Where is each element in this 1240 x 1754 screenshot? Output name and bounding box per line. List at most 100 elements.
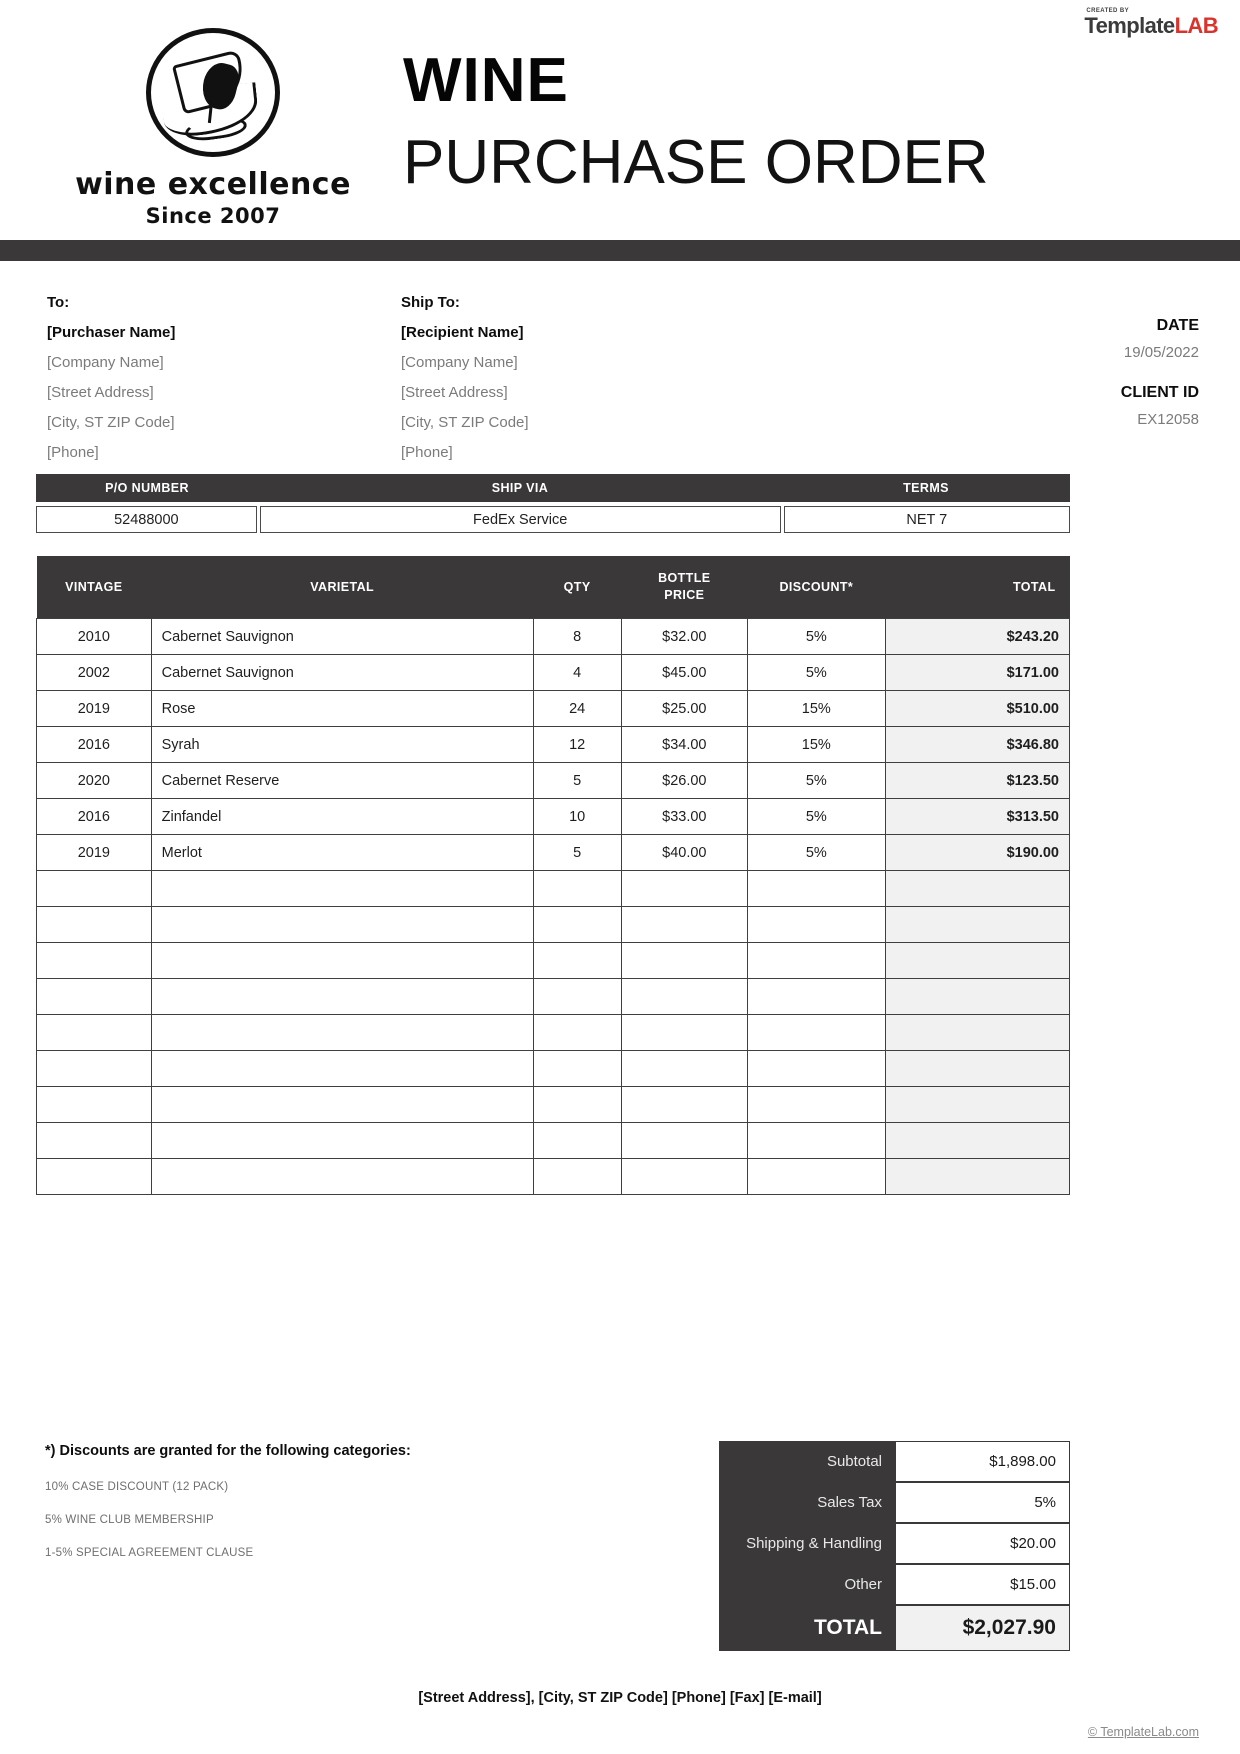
cell-discount[interactable] xyxy=(747,978,886,1015)
cell-vintage[interactable] xyxy=(36,1086,152,1123)
shipping-handling-value[interactable]: $20.00 xyxy=(895,1523,1070,1564)
cell-total[interactable]: $123.50 xyxy=(884,762,1071,799)
ship-via-value[interactable]: FedEx Service xyxy=(259,506,781,533)
cell-varietal[interactable] xyxy=(150,1014,534,1051)
cell-bottle-price[interactable]: $40.00 xyxy=(620,834,749,871)
cell-discount[interactable]: 15% xyxy=(747,690,886,727)
cell-varietal[interactable]: Cabernet Sauvignon xyxy=(150,654,534,691)
cell-bottle-price[interactable] xyxy=(620,870,749,907)
cell-total[interactable] xyxy=(884,1158,1071,1195)
cell-bottle-price[interactable] xyxy=(620,1086,749,1123)
cell-total[interactable]: $171.00 xyxy=(884,654,1071,691)
cell-bottle-price[interactable]: $34.00 xyxy=(620,726,749,763)
cell-varietal[interactable] xyxy=(150,870,534,907)
cell-vintage[interactable] xyxy=(36,1014,152,1051)
cell-vintage[interactable]: 2002 xyxy=(36,654,152,691)
cell-vintage[interactable]: 2016 xyxy=(36,726,152,763)
cell-discount[interactable] xyxy=(747,1158,886,1195)
date-value[interactable]: 19/05/2022 xyxy=(1123,344,1199,361)
cell-varietal[interactable]: Merlot xyxy=(150,834,534,871)
cell-total[interactable]: $510.00 xyxy=(884,690,1071,727)
cell-bottle-price[interactable] xyxy=(620,1014,749,1051)
ship-to-city[interactable]: [City, ST ZIP Code] xyxy=(401,414,529,431)
bill-to-city[interactable]: [City, ST ZIP Code] xyxy=(47,414,175,431)
po-number-value[interactable]: 52488000 xyxy=(36,506,257,533)
cell-bottle-price[interactable] xyxy=(620,978,749,1015)
cell-total[interactable]: $313.50 xyxy=(884,798,1071,835)
cell-qty[interactable] xyxy=(532,1158,622,1195)
cell-bottle-price[interactable]: $33.00 xyxy=(620,798,749,835)
cell-qty[interactable] xyxy=(532,942,622,979)
cell-varietal[interactable] xyxy=(150,942,534,979)
cell-total[interactable] xyxy=(884,1014,1071,1051)
client-id-value[interactable]: EX12058 xyxy=(1137,411,1199,428)
cell-total[interactable] xyxy=(884,978,1071,1015)
cell-qty[interactable]: 10 xyxy=(532,798,622,835)
cell-qty[interactable]: 5 xyxy=(532,762,622,799)
cell-total[interactable]: $190.00 xyxy=(884,834,1071,871)
cell-vintage[interactable] xyxy=(36,1158,152,1195)
cell-total[interactable]: $243.20 xyxy=(884,618,1071,655)
cell-total[interactable] xyxy=(884,942,1071,979)
cell-vintage[interactable]: 2010 xyxy=(36,618,152,655)
cell-qty[interactable]: 12 xyxy=(532,726,622,763)
cell-qty[interactable]: 24 xyxy=(532,690,622,727)
cell-discount[interactable] xyxy=(747,1122,886,1159)
cell-vintage[interactable]: 2016 xyxy=(36,798,152,835)
footer-copyright[interactable]: © TemplateLab.com xyxy=(1087,1725,1199,1739)
cell-bottle-price[interactable]: $32.00 xyxy=(620,618,749,655)
bill-to-phone[interactable]: [Phone] xyxy=(47,444,99,461)
terms-value[interactable]: NET 7 xyxy=(783,506,1070,533)
cell-total[interactable]: $346.80 xyxy=(884,726,1071,763)
cell-qty[interactable] xyxy=(532,978,622,1015)
cell-qty[interactable] xyxy=(532,870,622,907)
cell-bottle-price[interactable] xyxy=(620,1050,749,1087)
cell-vintage[interactable]: 2020 xyxy=(36,762,152,799)
cell-vintage[interactable] xyxy=(36,942,152,979)
cell-total[interactable] xyxy=(884,1050,1071,1087)
cell-discount[interactable] xyxy=(747,1086,886,1123)
cell-bottle-price[interactable] xyxy=(620,942,749,979)
sales-tax-value[interactable]: 5% xyxy=(895,1482,1070,1523)
cell-bottle-price[interactable]: $45.00 xyxy=(620,654,749,691)
cell-qty[interactable] xyxy=(532,1086,622,1123)
cell-total[interactable] xyxy=(884,870,1071,907)
cell-vintage[interactable] xyxy=(36,906,152,943)
cell-varietal[interactable]: Rose xyxy=(150,690,534,727)
bill-to-company[interactable]: [Company Name] xyxy=(47,354,164,371)
cell-discount[interactable] xyxy=(747,906,886,943)
cell-qty[interactable] xyxy=(532,906,622,943)
cell-varietal[interactable] xyxy=(150,978,534,1015)
cell-total[interactable] xyxy=(884,906,1071,943)
ship-to-phone[interactable]: [Phone] xyxy=(401,444,453,461)
ship-to-company[interactable]: [Company Name] xyxy=(401,354,518,371)
cell-discount[interactable]: 5% xyxy=(747,798,886,835)
cell-varietal[interactable] xyxy=(150,906,534,943)
cell-discount[interactable]: 5% xyxy=(747,834,886,871)
cell-varietal[interactable] xyxy=(150,1050,534,1087)
cell-varietal[interactable]: Cabernet Sauvignon xyxy=(150,618,534,655)
cell-vintage[interactable] xyxy=(36,1050,152,1087)
cell-bottle-price[interactable]: $26.00 xyxy=(620,762,749,799)
cell-discount[interactable]: 15% xyxy=(747,726,886,763)
cell-bottle-price[interactable] xyxy=(620,1158,749,1195)
other-value[interactable]: $15.00 xyxy=(895,1564,1070,1605)
cell-bottle-price[interactable]: $25.00 xyxy=(620,690,749,727)
cell-discount[interactable]: 5% xyxy=(747,654,886,691)
cell-total[interactable] xyxy=(884,1122,1071,1159)
cell-varietal[interactable]: Zinfandel xyxy=(150,798,534,835)
cell-qty[interactable] xyxy=(532,1122,622,1159)
cell-varietal[interactable]: Syrah xyxy=(150,726,534,763)
cell-qty[interactable]: 5 xyxy=(532,834,622,871)
cell-discount[interactable]: 5% xyxy=(747,762,886,799)
cell-discount[interactable] xyxy=(747,942,886,979)
cell-qty[interactable] xyxy=(532,1050,622,1087)
cell-varietal[interactable] xyxy=(150,1158,534,1195)
cell-discount[interactable] xyxy=(747,1050,886,1087)
cell-qty[interactable]: 4 xyxy=(532,654,622,691)
cell-vintage[interactable] xyxy=(36,978,152,1015)
ship-to-street[interactable]: [Street Address] xyxy=(401,384,508,401)
cell-vintage[interactable] xyxy=(36,870,152,907)
cell-bottle-price[interactable] xyxy=(620,906,749,943)
subtotal-value[interactable]: $1,898.00 xyxy=(895,1441,1070,1482)
